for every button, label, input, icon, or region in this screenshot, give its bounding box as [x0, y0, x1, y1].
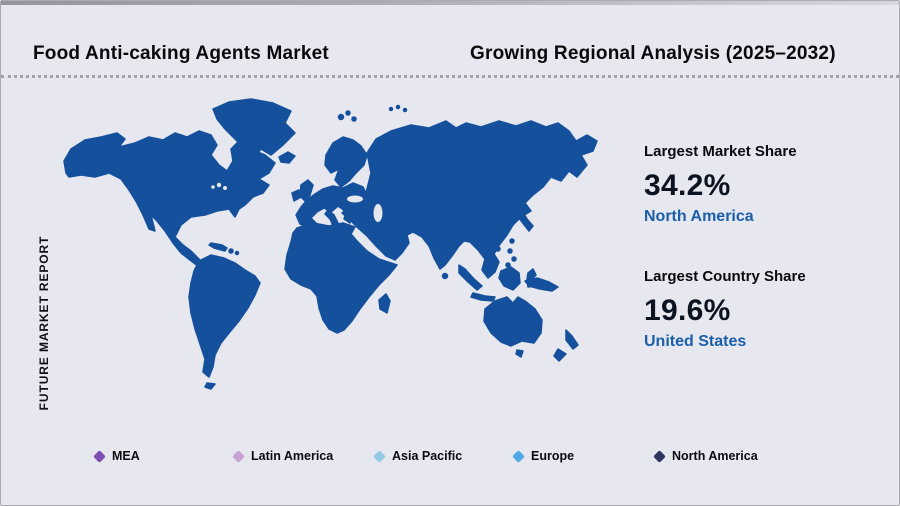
- legend-dot-icon: [373, 449, 386, 463]
- stat-region: North America: [644, 208, 754, 225]
- dotted-divider: [1, 75, 899, 78]
- legend-label: North America: [672, 449, 758, 463]
- page-title: Food Anti-caking Agents Market: [33, 43, 329, 64]
- stat-value: 34.2%: [644, 169, 731, 202]
- world-map: [63, 98, 598, 390]
- legend: MEA Latin America Asia Pacific Europe No…: [1, 448, 899, 466]
- stats-panel: Largest Market Share 34.2% North America…: [644, 141, 894, 391]
- inland-water: [211, 182, 383, 222]
- legend-item-north-america: North America: [653, 448, 758, 464]
- window-top-edge: [1, 1, 899, 5]
- legend-item-mea: MEA: [93, 448, 140, 464]
- page-subtitle: Growing Regional Analysis (2025–2032): [470, 43, 836, 64]
- stat-region: United States: [644, 333, 747, 350]
- legend-label: MEA: [112, 449, 140, 463]
- stat-label: Largest Country Share: [644, 268, 806, 285]
- legend-dot-icon: [93, 449, 106, 463]
- legend-label: Asia Pacific: [392, 449, 463, 463]
- largest-country-share-stat: Largest Country Share 19.6% United State…: [644, 266, 894, 353]
- legend-label: Latin America: [251, 449, 334, 463]
- world-map-landmasses: [63, 98, 598, 390]
- legend-item-asia-pacific: Asia Pacific: [373, 448, 463, 464]
- legend-item-latin-america: Latin America: [232, 448, 334, 464]
- largest-market-share-stat: Largest Market Share 34.2% North America: [644, 141, 894, 228]
- stat-label: Largest Market Share: [644, 143, 797, 160]
- legend-dot-icon: [512, 449, 525, 463]
- legend-dot-icon: [653, 449, 666, 463]
- stat-value: 19.6%: [644, 294, 731, 327]
- vertical-brand-label: FUTURE MARKET REPORT: [37, 235, 51, 411]
- legend-item-europe: Europe: [512, 448, 575, 464]
- legend-label: Europe: [531, 449, 575, 463]
- legend-dot-icon: [232, 449, 245, 463]
